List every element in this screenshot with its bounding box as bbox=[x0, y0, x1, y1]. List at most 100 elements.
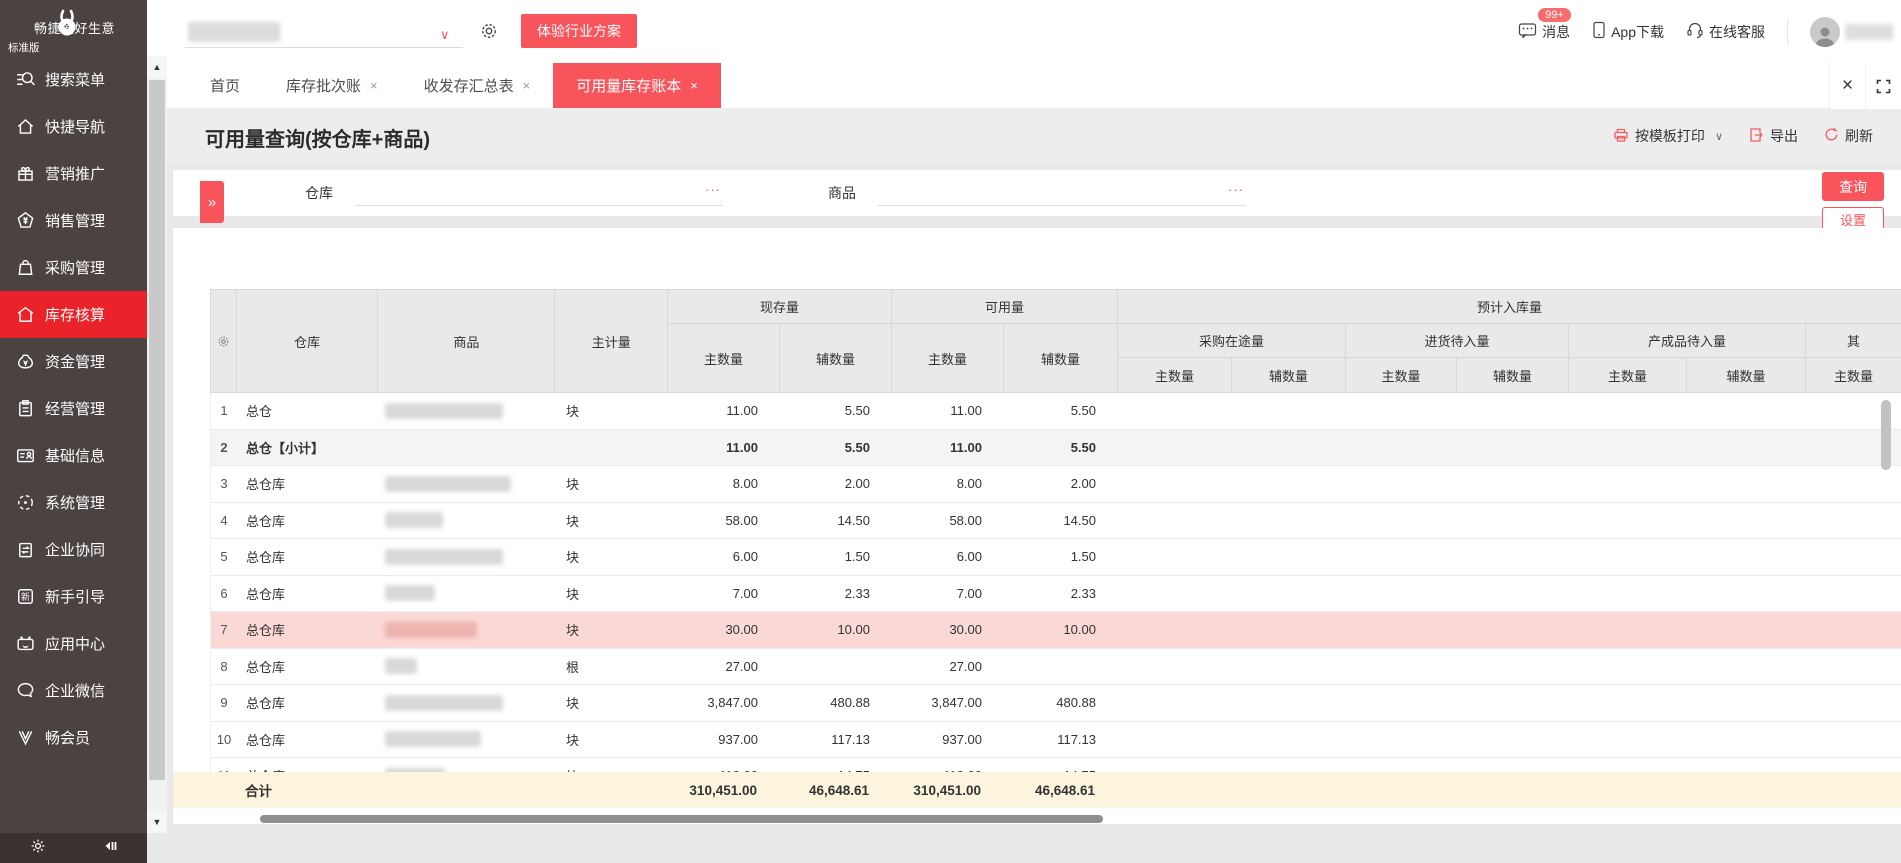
table-row[interactable]: 3 总仓库 块 8.00 2.00 8.00 2.00 bbox=[211, 466, 1901, 503]
sidebar-settings-icon[interactable] bbox=[30, 838, 46, 859]
sidebar-item-经营管理[interactable]: 经营管理 bbox=[0, 385, 147, 432]
sidebar-item-新手引导[interactable]: 新 新手引导 bbox=[0, 573, 147, 620]
col-fg-main-qty[interactable]: 主数量 bbox=[1568, 358, 1687, 393]
col-product[interactable]: 商品 bbox=[378, 290, 556, 393]
experience-solution-button[interactable]: 体验行业方案 bbox=[521, 14, 637, 48]
avatar bbox=[1810, 16, 1840, 47]
table-row[interactable]: 7 总仓库 块 30.00 10.00 30.00 10.00 bbox=[211, 612, 1901, 649]
newbie-icon: 新 bbox=[15, 587, 35, 607]
cell-qty: 14.75 bbox=[1006, 768, 1120, 773]
cell-qty: 5.50 bbox=[844, 439, 870, 455]
cell-unit: 块 bbox=[566, 623, 580, 639]
tab-close-icon[interactable]: × bbox=[522, 78, 531, 93]
settings-button[interactable]: 设置 bbox=[1822, 207, 1884, 232]
tab-库存批次账[interactable]: 库存批次账 × bbox=[263, 63, 401, 108]
tab-close-icon[interactable]: × bbox=[370, 78, 378, 93]
col-onhand-aux-qty[interactable]: 辅数量 bbox=[779, 324, 892, 393]
refresh-button[interactable]: 刷新 bbox=[1824, 126, 1873, 146]
sidebar-item-库存核算[interactable]: 库存核算 bbox=[0, 291, 147, 338]
filter-panel: » 仓库 ··· 商品 ··· 查询 设置 bbox=[173, 170, 1901, 232]
sidebar-item-资金管理[interactable]: 资金管理 bbox=[0, 338, 147, 385]
sidebar-item-label: 基础信息 bbox=[45, 448, 106, 465]
app-download-item[interactable]: App下载 bbox=[1592, 21, 1664, 42]
sidebar-item-应用中心[interactable]: 应用中心 bbox=[0, 620, 147, 667]
print-by-template-button[interactable]: 按模板打印 ∨ bbox=[1613, 126, 1723, 146]
cell-qty: 5.50 bbox=[844, 403, 870, 419]
warehouse-input[interactable]: ··· bbox=[355, 180, 723, 206]
close-icon[interactable]: × bbox=[1829, 63, 1865, 109]
table-row[interactable]: 9 总仓库 块 3,847.00 480.88 3,847.00 480.88 bbox=[211, 685, 1901, 722]
cell-product-redacted bbox=[379, 402, 557, 419]
cell-unit: 块 bbox=[557, 766, 670, 773]
title-row: 可用量查询(按仓库+商品) 按模板打印 ∨ 导出 刷新 bbox=[167, 109, 1901, 163]
fullscreen-icon[interactable] bbox=[1865, 63, 1901, 109]
sidebar-item-营销推广[interactable]: 营销推广 bbox=[0, 150, 147, 197]
cell-qty: 11.00 bbox=[726, 403, 758, 419]
sidebar-item-搜索菜单[interactable]: 搜索菜单 bbox=[0, 56, 147, 103]
table-row[interactable]: 2 总仓【小计】 11.00 5.50 11.00 5.50 bbox=[211, 429, 1901, 466]
col-warehouse[interactable]: 仓库 bbox=[236, 290, 379, 393]
sales-badge-icon bbox=[15, 211, 35, 231]
expand-filters-button[interactable]: » bbox=[200, 181, 224, 223]
sidebar-item-销售管理[interactable]: 销售管理 bbox=[0, 197, 147, 244]
table-row[interactable]: 4 总仓库 块 58.00 14.50 58.00 14.50 bbox=[211, 502, 1901, 539]
messages-badge: 99+ bbox=[1536, 5, 1573, 24]
sidebar-item-系统管理[interactable]: 系统管理 bbox=[0, 479, 147, 526]
cell-qty: 27.00 bbox=[949, 658, 982, 674]
col-main-unit[interactable]: 主计量 bbox=[555, 290, 668, 393]
cell-qty: 8.00 bbox=[732, 476, 758, 492]
sidebar-collapse-icon[interactable] bbox=[102, 838, 119, 859]
more-options-icon[interactable]: ··· bbox=[705, 182, 721, 197]
cell-warehouse: 总仓库 bbox=[246, 586, 286, 602]
messages-item[interactable]: 消息 99+ bbox=[1518, 5, 1573, 42]
sidebar-scrollbar[interactable]: ▲ ▼ bbox=[147, 56, 167, 833]
cell-qty: 2.33 bbox=[844, 585, 870, 601]
sidebar-item-畅会员[interactable]: 畅会员 bbox=[0, 714, 147, 761]
sidebar-item-快捷导航[interactable]: 快捷导航 bbox=[0, 103, 147, 150]
col-available-aux-qty[interactable]: 辅数量 bbox=[1003, 324, 1118, 393]
page-toolbar: 按模板打印 ∨ 导出 刷新 bbox=[1613, 109, 1873, 163]
system-circle-icon bbox=[15, 493, 35, 513]
product-input[interactable]: ··· bbox=[878, 180, 1246, 206]
tab-首页[interactable]: 首页 bbox=[187, 63, 263, 108]
sidebar-item-企业微信[interactable]: 企业微信 bbox=[0, 667, 147, 714]
table-row[interactable]: 8 总仓库 根 27.00 27.00 bbox=[211, 648, 1901, 685]
col-other-main-qty[interactable]: 主数量 bbox=[1805, 358, 1901, 393]
col-pit-aux-qty[interactable]: 辅数量 bbox=[1231, 358, 1346, 393]
user-item[interactable] bbox=[1810, 16, 1893, 47]
query-button[interactable]: 查询 bbox=[1822, 172, 1884, 201]
col-onhand-main-qty[interactable]: 主数量 bbox=[667, 324, 780, 393]
topbar-settings-icon[interactable] bbox=[480, 22, 498, 45]
col-fg-aux-qty[interactable]: 辅数量 bbox=[1686, 358, 1806, 393]
col-incoming-aux-qty[interactable]: 辅数量 bbox=[1456, 358, 1569, 393]
sidebar-item-采购管理[interactable]: 采购管理 bbox=[0, 244, 147, 291]
col-incoming-main-qty[interactable]: 主数量 bbox=[1345, 358, 1457, 393]
column-settings-gear-icon[interactable] bbox=[211, 290, 237, 393]
chevron-down-icon[interactable]: ∨ bbox=[440, 27, 450, 42]
tab-收发存汇总表[interactable]: 收发存汇总表 × bbox=[401, 63, 554, 108]
chevron-down-icon[interactable]: ∨ bbox=[1714, 130, 1723, 143]
scroll-up-icon[interactable]: ▲ bbox=[147, 56, 167, 78]
online-support-item[interactable]: 在线客服 bbox=[1686, 21, 1765, 42]
cell-product-redacted bbox=[379, 475, 557, 492]
sidebar-scrollbar-thumb[interactable] bbox=[149, 80, 165, 780]
sidebar-item-企业协同[interactable]: 企业协同 bbox=[0, 526, 147, 573]
table-row[interactable]: 6 总仓库 块 7.00 2.33 7.00 2.33 bbox=[211, 575, 1901, 612]
table-row[interactable]: 10 总仓库 块 937.00 117.13 937.00 117.13 bbox=[211, 721, 1901, 758]
account-select-underline bbox=[185, 47, 463, 48]
export-button[interactable]: 导出 bbox=[1749, 126, 1798, 146]
col-available-main-qty[interactable]: 主数量 bbox=[891, 324, 1004, 393]
vertical-scrollbar[interactable] bbox=[1881, 400, 1891, 470]
scroll-down-icon[interactable]: ▼ bbox=[147, 811, 167, 833]
horizontal-scrollbar[interactable] bbox=[260, 815, 1103, 823]
table-row[interactable]: 1 总仓 块 11.00 5.50 11.00 5.50 bbox=[211, 393, 1901, 430]
sidebar-item-基础信息[interactable]: 基础信息 bbox=[0, 432, 147, 479]
cell-qty: 7.00 bbox=[956, 585, 982, 601]
tab-close-icon[interactable]: × bbox=[690, 78, 698, 93]
tab-可用量库存账本[interactable]: 可用量库存账本 × bbox=[553, 63, 721, 108]
tab-label: 可用量库存账本 bbox=[576, 78, 682, 95]
more-options-icon[interactable]: ··· bbox=[1228, 182, 1244, 197]
col-pit-main-qty[interactable]: 主数量 bbox=[1117, 358, 1232, 393]
table-row[interactable]: 5 总仓库 块 6.00 1.50 6.00 1.50 bbox=[211, 539, 1901, 576]
